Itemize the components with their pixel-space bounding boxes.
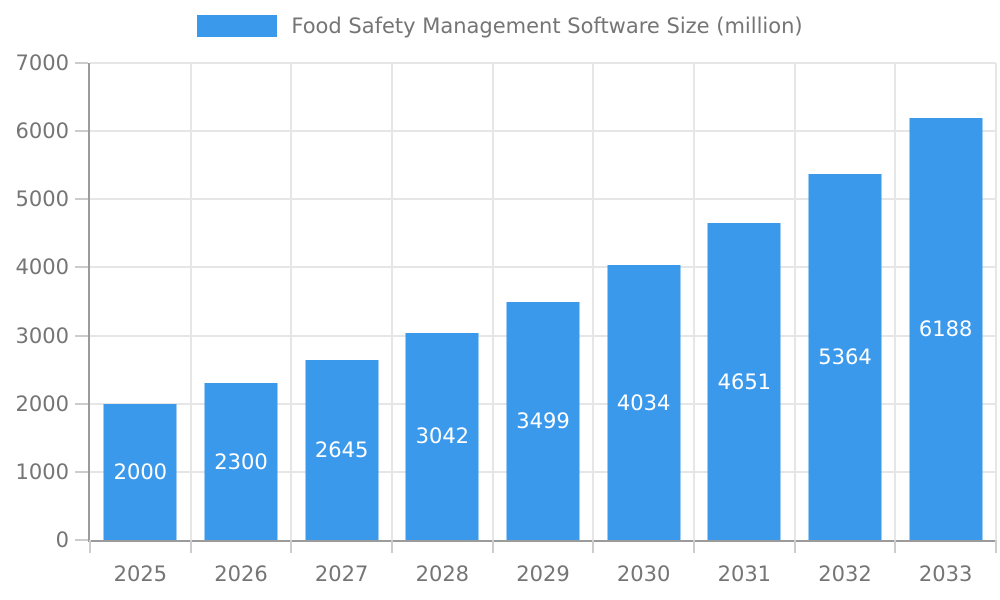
y-gridline [90, 130, 996, 133]
y-gridline [90, 62, 996, 64]
x-axis-tick-label: 2033 [918, 562, 973, 586]
bar-2031[interactable]: 4651 [707, 223, 781, 540]
bar-value-label: 2000 [113, 459, 168, 484]
x-axis-tick-label: 2029 [516, 562, 570, 586]
y-axis-tick-label: 2000 [15, 391, 69, 416]
x-axis-tick-label: 2032 [818, 562, 872, 586]
x-tick-mark [592, 540, 595, 553]
bar-value-label: 4034 [616, 390, 671, 415]
bar-2033[interactable]: 6188 [909, 118, 983, 540]
x-gridline [491, 63, 494, 540]
x-gridline [390, 63, 393, 540]
x-gridline [592, 63, 595, 540]
bar-value-label: 3042 [415, 424, 470, 449]
y-tick-mark [75, 62, 88, 64]
x-tick-mark [89, 540, 91, 553]
x-gridline [692, 63, 695, 540]
y-axis-tick-label: 4000 [15, 255, 69, 280]
bar-value-label: 6188 [918, 317, 973, 342]
bar-value-label: 3499 [516, 408, 570, 433]
bar-2025[interactable]: 2000 [103, 403, 177, 540]
x-gridline [189, 63, 192, 540]
bar-value-label: 4651 [717, 369, 772, 394]
x-tick-mark [995, 540, 997, 553]
y-axis-tick-label: 0 [55, 528, 69, 552]
x-tick-mark [390, 540, 393, 553]
y-tick-mark [75, 334, 88, 337]
y-tick-mark [75, 130, 88, 133]
x-axis-tick-label: 2031 [717, 562, 772, 586]
bar-2027[interactable]: 2645 [305, 359, 379, 540]
x-tick-mark [290, 540, 293, 553]
legend-label: Food Safety Management Software Size (mi… [291, 14, 803, 38]
y-gridline [90, 198, 996, 201]
x-axis-tick-label: 2030 [616, 562, 671, 586]
x-tick-mark [692, 540, 695, 553]
bar-2032[interactable]: 5364 [808, 174, 882, 540]
x-tick-mark [189, 540, 192, 553]
y-gridline [90, 266, 996, 269]
x-tick-mark [491, 540, 494, 553]
legend-item[interactable]: Food Safety Management Software Size (mi… [0, 14, 1000, 38]
x-axis-tick-label: 2025 [113, 562, 168, 586]
y-tick-mark [75, 198, 88, 201]
y-axis-tick-label: 3000 [15, 323, 69, 348]
y-axis-tick-label: 1000 [15, 459, 69, 484]
y-tick-mark [75, 470, 88, 473]
bar-2028[interactable]: 3042 [405, 332, 479, 540]
bar-2030[interactable]: 4034 [607, 265, 681, 540]
bar-value-label: 5364 [818, 345, 872, 370]
y-tick-mark [75, 266, 88, 269]
bar-2026[interactable]: 2300 [204, 383, 278, 540]
x-gridline [793, 63, 796, 540]
x-axis-tick-label: 2028 [415, 562, 470, 586]
bar-value-label: 2645 [314, 437, 369, 462]
y-axis-tick-label: 7000 [15, 51, 69, 75]
x-gridline [995, 63, 997, 540]
x-gridline [894, 63, 897, 540]
x-gridline [290, 63, 293, 540]
bar-2029[interactable]: 3499 [506, 301, 580, 540]
x-tick-mark [894, 540, 897, 553]
y-tick-mark [75, 402, 88, 405]
y-tick-mark [75, 539, 88, 541]
x-axis-tick-label: 2027 [314, 562, 369, 586]
y-axis-tick-label: 6000 [15, 119, 69, 144]
plot-area: 0 1000 2000 3000 4000 5000 6000 7000 2000 2025 230… [16, 51, 997, 586]
legend-swatch [197, 15, 278, 37]
x-axis-tick-label: 2026 [214, 562, 268, 586]
y-axis-tick-label: 5000 [15, 187, 69, 212]
bar-value-label: 2300 [214, 449, 268, 474]
x-tick-mark [793, 540, 796, 553]
